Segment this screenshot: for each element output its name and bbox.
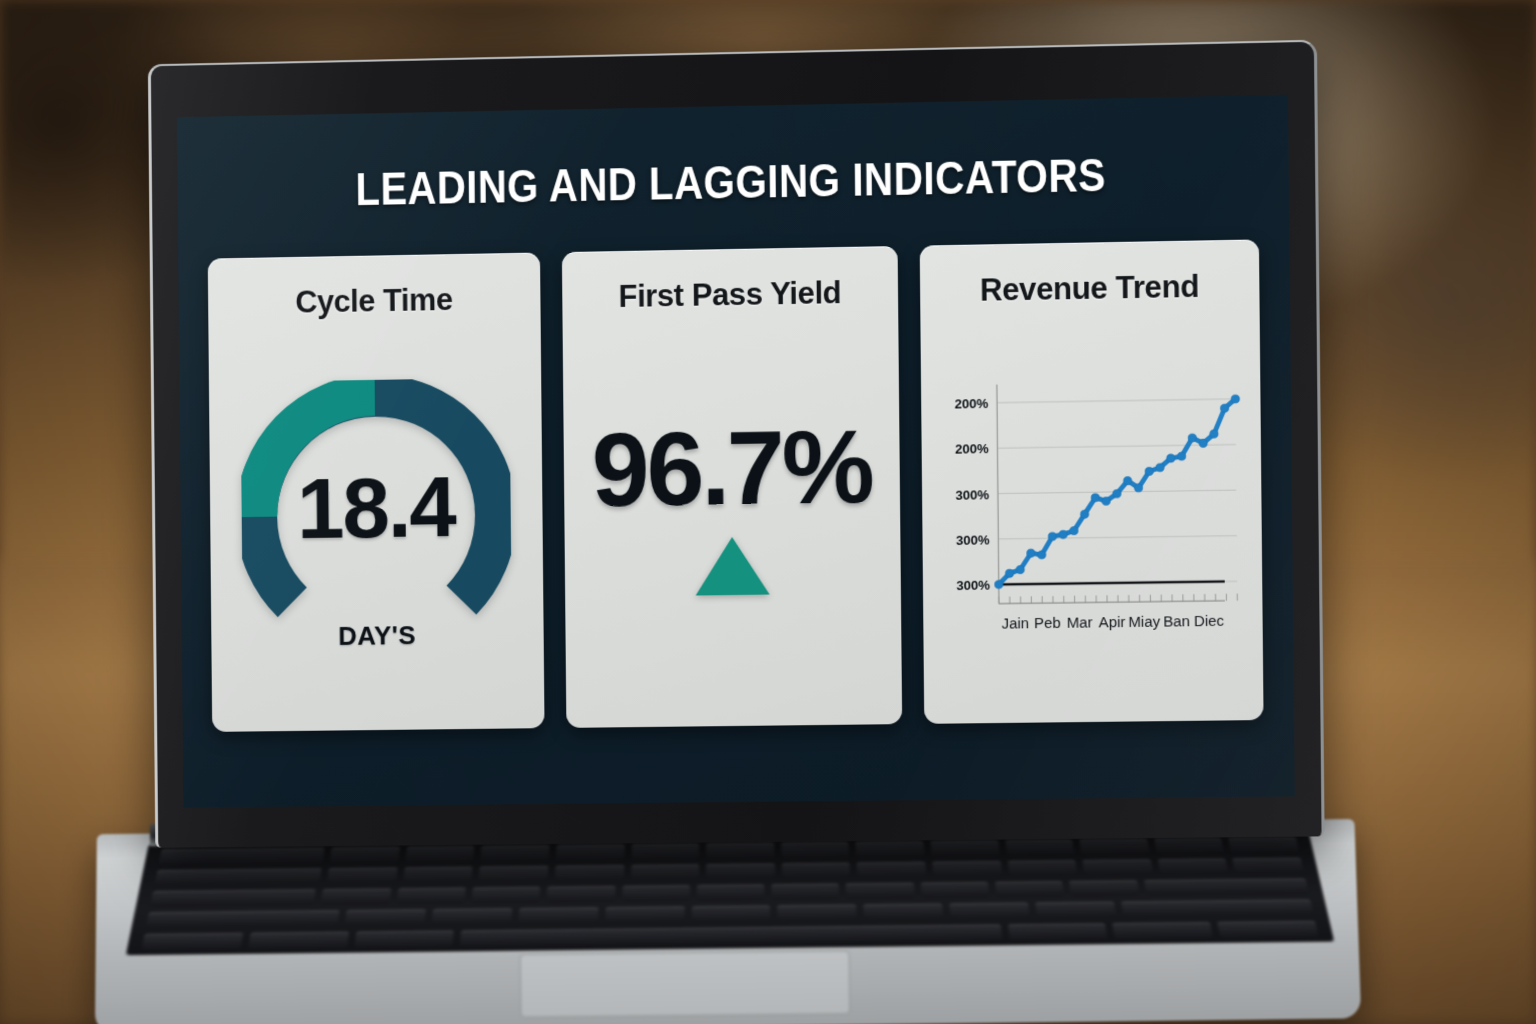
data-point <box>1091 493 1099 501</box>
kpi-card-first-pass-yield[interactable]: First Pass Yield 96.7% <box>561 246 903 728</box>
kpi-card-cycle-time[interactable]: Cycle Time 18.4 <box>207 252 545 732</box>
x-axis-tick-label: Apir <box>1099 614 1126 630</box>
first-pass-yield-value: 96.7% <box>591 408 873 529</box>
revenue-trend-chart: 200% 200% 300% 300% 300% Jain Peb Mar Apir Miay Ba… <box>954 338 1247 632</box>
x-axis-tick-label: Jain <box>1001 615 1029 631</box>
data-point <box>1220 404 1228 412</box>
data-point <box>995 580 1003 588</box>
x-axis-tick-label: Ban <box>1163 613 1190 630</box>
data-point <box>1048 532 1056 540</box>
revenue-chart-container: 200% 200% 300% 300% 300% Jain Peb Mar Apir Miay Ba… <box>936 310 1247 701</box>
x-axis-tick-label: Peb <box>1034 615 1061 631</box>
data-point <box>1167 454 1175 462</box>
data-point <box>1210 429 1218 437</box>
laptop-trackpad[interactable] <box>519 950 851 1018</box>
data-point <box>1231 394 1239 402</box>
x-axis-tick-label: Diec <box>1194 613 1224 630</box>
dashboard: LEADING AND LAGGING INDICATORS Cycle Tim… <box>177 95 1295 808</box>
data-point <box>1124 476 1132 484</box>
data-point <box>1156 463 1164 471</box>
x-axis-line <box>999 600 1225 603</box>
y-axis-line <box>997 384 999 603</box>
kpi-card-revenue-trend[interactable]: Revenue Trend 200% 200% 300% 300% 300% Jain Pe… <box>919 239 1264 724</box>
y-axis-tick-label: 300% <box>956 577 990 593</box>
data-point <box>1059 530 1067 538</box>
y-axis-tick-label: 300% <box>955 486 989 502</box>
data-point <box>1081 510 1089 518</box>
data-point <box>1038 550 1046 558</box>
laptop-lid: LEADING AND LAGGING INDICATORS Cycle Tim… <box>147 39 1325 848</box>
x-axis-tick-label: Miay <box>1128 614 1160 631</box>
y-axis-tick-label: 200% <box>955 441 989 457</box>
x-axis-baseline <box>999 581 1225 584</box>
data-point <box>1102 497 1110 505</box>
cycle-time-gauge: 18.4 <box>240 378 511 643</box>
laptop-bezel: LEADING AND LAGGING INDICATORS Cycle Tim… <box>176 94 1295 808</box>
data-point <box>1178 452 1186 460</box>
data-point <box>1134 483 1142 491</box>
gauge-container: 18.4 DAY'S <box>224 321 528 710</box>
data-point <box>1145 467 1153 475</box>
data-point <box>1113 489 1121 497</box>
trend-up-icon <box>695 536 770 596</box>
data-point <box>1070 526 1078 534</box>
data-point <box>1005 569 1013 577</box>
data-point <box>1188 433 1196 441</box>
gauge-value-text: 18.4 <box>296 458 456 557</box>
laptop-screen: LEADING AND LAGGING INDICATORS Cycle Tim… <box>176 94 1295 808</box>
card-title-revenue-trend: Revenue Trend <box>979 268 1200 308</box>
data-point <box>1027 549 1035 557</box>
kpi-card-row: Cycle Time 18.4 <box>207 239 1264 765</box>
gridline-y <box>998 535 1236 538</box>
gridline-y <box>997 398 1235 402</box>
page-title: LEADING AND LAGGING INDICATORS <box>355 147 1107 216</box>
data-point <box>1199 439 1207 447</box>
y-axis-tick-label: 300% <box>956 532 990 548</box>
data-point <box>1016 565 1024 573</box>
x-axis-tick-label: Mar <box>1067 615 1093 631</box>
stat-container: 96.7% <box>578 304 886 705</box>
y-axis-tick-label: 200% <box>954 396 988 412</box>
laptop-keyboard[interactable] <box>125 831 1335 956</box>
card-title-cycle-time: Cycle Time <box>295 282 453 320</box>
